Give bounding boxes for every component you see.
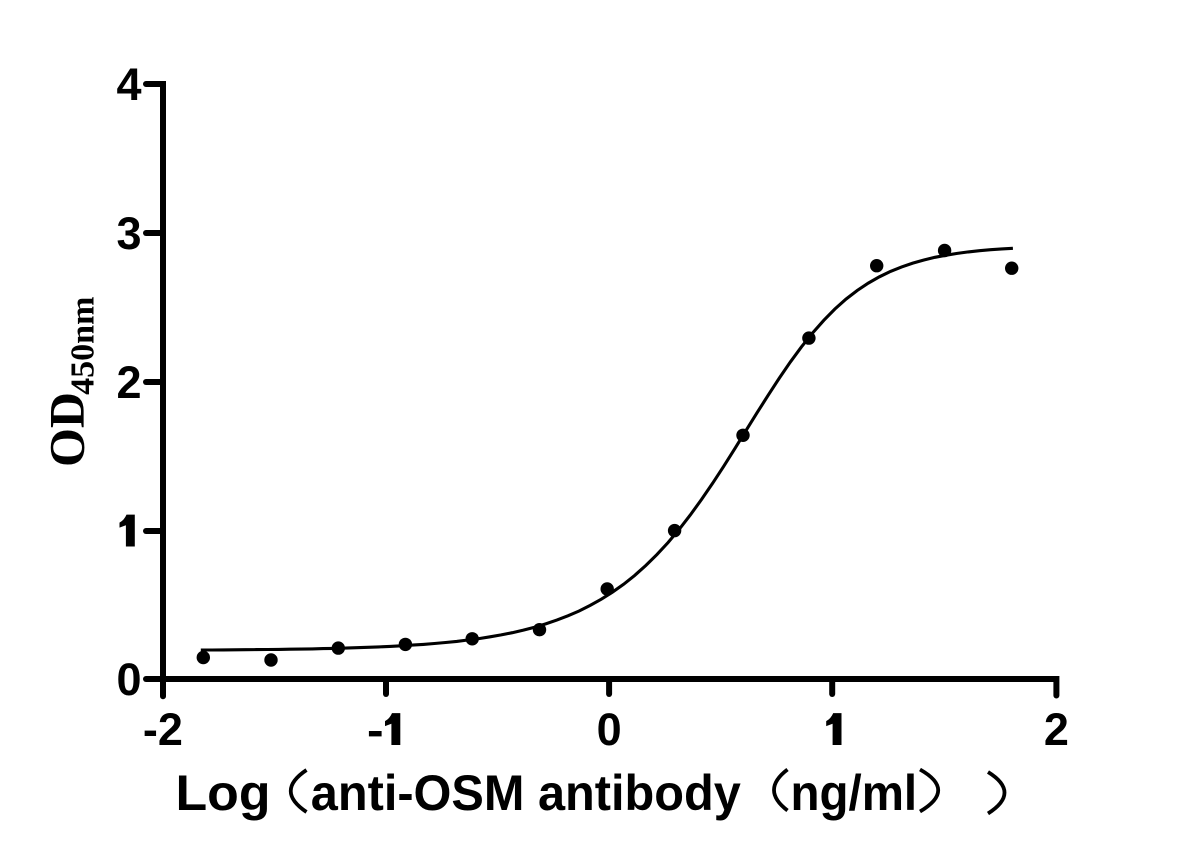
svg-text:2: 2 [116, 357, 141, 408]
svg-text:3: 3 [116, 208, 141, 259]
svg-text:anti-OSM antibody: anti-OSM antibody [311, 765, 741, 821]
svg-text:0: 0 [116, 654, 141, 705]
svg-text:2: 2 [1044, 704, 1069, 755]
svg-text:0: 0 [597, 704, 622, 755]
svg-text:-2: -2 [143, 704, 183, 755]
svg-text:450nm: 450nm [65, 297, 102, 395]
svg-text:OD: OD [39, 392, 95, 467]
svg-text:ng/ml: ng/ml [791, 765, 918, 821]
svg-text:4: 4 [116, 59, 141, 110]
svg-text:Log: Log [176, 765, 271, 821]
